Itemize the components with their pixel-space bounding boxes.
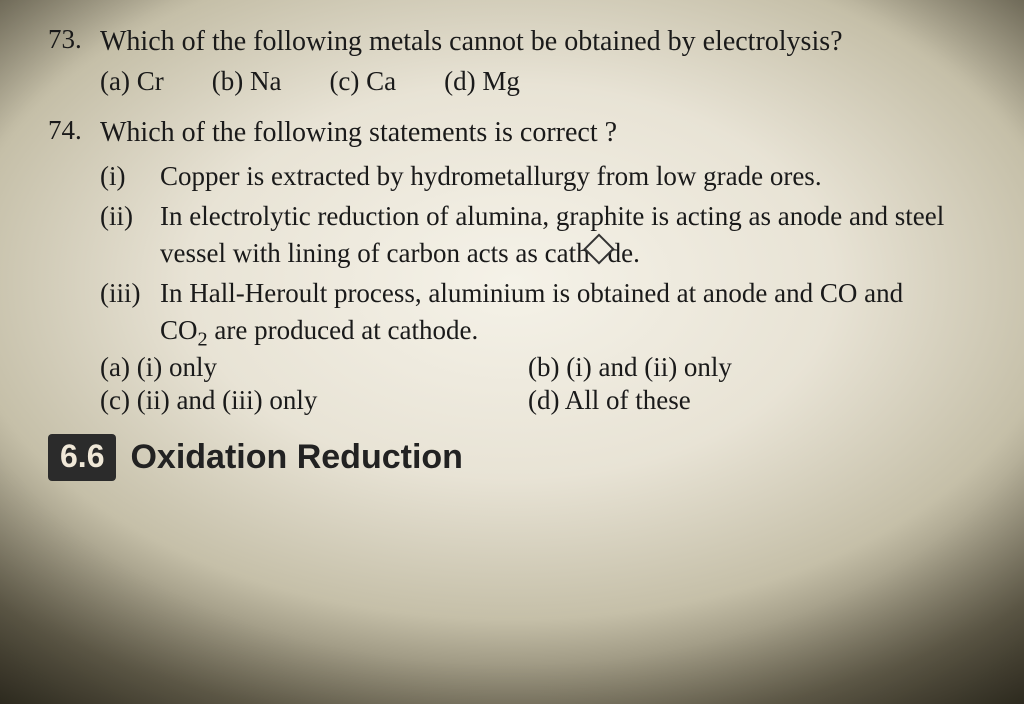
question-number: 73. — [48, 24, 96, 55]
statement-text-pre: In electrolytic reduction of alumina, gr… — [160, 201, 944, 267]
option-a: (a) Cr — [100, 66, 164, 97]
section-badge: 6.6 — [48, 434, 116, 481]
subscript-2: 2 — [198, 328, 208, 350]
question-number: 74. — [48, 115, 96, 146]
page-content: 73. Which of the following metals cannot… — [0, 0, 1024, 481]
question-text: Which of the following statements is cor… — [100, 115, 956, 151]
question-body: Which of the following metals cannot be … — [100, 24, 956, 105]
statement-list: (i) Copper is extracted by hydrometallur… — [100, 158, 956, 348]
options-grid: (a) (i) only (b) (i) and (ii) only (c) (… — [100, 352, 956, 416]
options-row: (a) Cr (b) Na (c) Ca (d) Mg — [100, 66, 956, 97]
statement-label: (ii) — [100, 198, 160, 271]
statement-text: In Hall-Heroult process, aluminium is ob… — [160, 275, 956, 348]
question-74: 74. Which of the following statements is… — [48, 115, 964, 416]
question-text: Which of the following metals cannot be … — [100, 24, 956, 60]
statement-text-post: are produced at cathode. — [208, 315, 479, 345]
question-73: 73. Which of the following metals cannot… — [48, 24, 964, 105]
option-c: (c) Ca — [329, 66, 396, 97]
option-d: (d) All of these — [528, 385, 956, 416]
statement-i: (i) Copper is extracted by hydrometallur… — [100, 158, 956, 194]
statement-ii: (ii) In electrolytic reduction of alumin… — [100, 198, 956, 271]
statement-iii: (iii) In Hall-Heroult process, aluminium… — [100, 275, 956, 348]
option-b: (b) (i) and (ii) only — [528, 352, 956, 383]
option-d: (d) Mg — [444, 66, 520, 97]
option-c: (c) (ii) and (iii) only — [100, 385, 528, 416]
section-heading: 6.6 Oxidation Reduction — [48, 434, 964, 481]
question-body: Which of the following statements is cor… — [100, 115, 956, 416]
statement-text: Copper is extracted by hydrometallurgy f… — [160, 158, 956, 194]
option-b: (b) Na — [212, 66, 282, 97]
statement-label: (i) — [100, 158, 160, 194]
statement-label: (iii) — [100, 275, 160, 348]
statement-text-post: de. — [608, 238, 640, 268]
statement-text: In electrolytic reduction of alumina, gr… — [160, 198, 956, 271]
option-a: (a) (i) only — [100, 352, 528, 383]
section-title: Oxidation Reduction — [130, 438, 462, 477]
